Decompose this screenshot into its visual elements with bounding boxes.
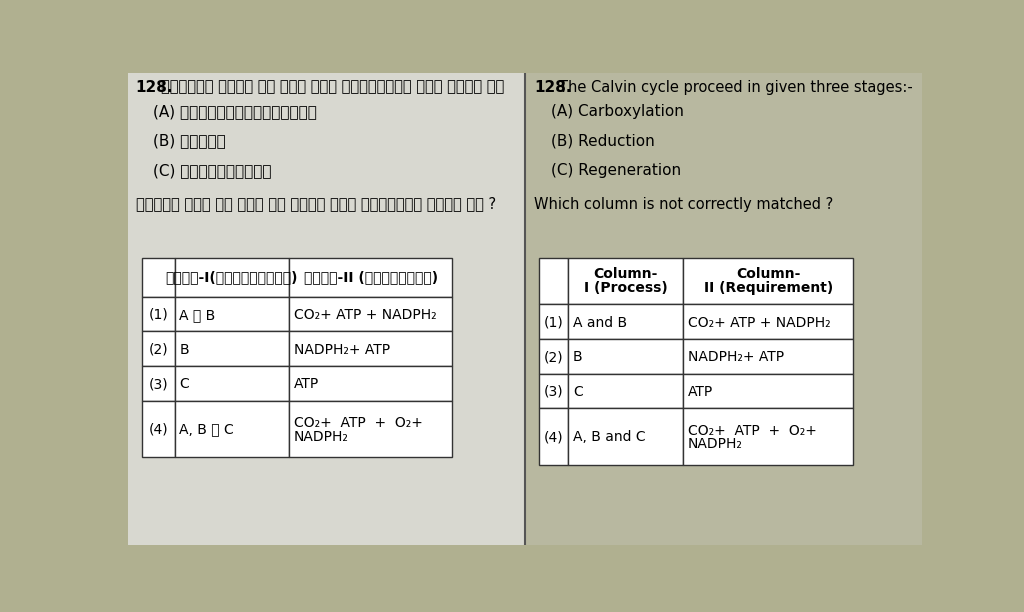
Text: (C) पुनरूद्भवन: (C) पुनरूद्भवन [153, 163, 271, 177]
Bar [524, 73, 922, 545]
Text: ATP: ATP [294, 377, 319, 391]
Bar [142, 331, 174, 366]
Text: C: C [572, 385, 583, 399]
Text: ATP: ATP [687, 385, 713, 399]
Bar [568, 258, 683, 304]
Bar [142, 297, 174, 331]
Text: (4): (4) [148, 423, 168, 436]
Text: (1): (1) [544, 316, 563, 330]
Bar [539, 258, 568, 304]
Text: Column-: Column- [593, 267, 657, 282]
Bar [683, 408, 853, 465]
Bar [539, 408, 568, 465]
Text: CO₂+  ATP  +  O₂+: CO₂+ ATP + O₂+ [294, 417, 423, 430]
Text: CO₂+ ATP + NADPH₂: CO₂+ ATP + NADPH₂ [294, 308, 436, 322]
Text: (3): (3) [148, 377, 168, 391]
Bar [568, 339, 683, 374]
Text: NADPH₂: NADPH₂ [687, 437, 742, 451]
Text: 128.: 128. [136, 80, 173, 95]
Text: II (Requirement): II (Requirement) [703, 282, 833, 296]
Text: कॉलम-I(प्रक्रिया): कॉलम-I(प्रक्रिया) [166, 271, 298, 285]
Text: I (Process): I (Process) [584, 282, 668, 296]
Text: (4): (4) [544, 430, 563, 444]
Bar [289, 297, 452, 331]
Text: 128.: 128. [535, 80, 571, 95]
Bar [289, 366, 452, 401]
Bar [142, 401, 174, 457]
Text: (B) Reduction: (B) Reduction [551, 133, 655, 149]
Text: The Calvin cycle proceed in given three stages:-: The Calvin cycle proceed in given three … [559, 80, 912, 95]
Text: (A) Carboxylation: (A) Carboxylation [551, 104, 684, 119]
Bar [539, 304, 568, 339]
Bar [539, 339, 568, 374]
Text: NADPH₂+ ATP: NADPH₂+ ATP [294, 343, 390, 357]
Bar [568, 408, 683, 465]
Text: B: B [572, 350, 583, 364]
Bar [683, 374, 853, 408]
Bar [539, 374, 568, 408]
Text: निम्न में से कौन सा कॉलम सही सुमेलित नहीं है ?: निम्न में से कौन सा कॉलम सही सुमेलित नही… [136, 196, 496, 212]
Text: काल्वन चक्र दी गयी तीन अवस्थाओं में होता है: काल्वन चक्र दी गयी तीन अवस्थाओं में होता… [161, 80, 504, 95]
Text: B: B [179, 343, 188, 357]
Text: कॉलम-II (आवश्यकता): कॉलम-II (आवश्यकता) [303, 271, 437, 285]
Bar [289, 258, 452, 297]
Text: (C) Regeneration: (C) Regeneration [551, 163, 681, 177]
Text: (B) अपचयन: (B) अपचयन [153, 133, 225, 149]
Text: (A) कार्बोक्सीलीकरण: (A) कार्बोक्सीलीकरण [153, 104, 316, 119]
Text: NADPH₂+ ATP: NADPH₂+ ATP [687, 350, 783, 364]
Text: A, B व C: A, B व C [179, 423, 233, 436]
Text: A व B: A व B [179, 308, 215, 322]
Bar [289, 401, 452, 457]
Text: Column-: Column- [736, 267, 801, 282]
Bar [174, 258, 289, 297]
Bar [174, 331, 289, 366]
Bar [174, 366, 289, 401]
Bar [683, 258, 853, 304]
Bar [568, 374, 683, 408]
Bar [128, 73, 524, 545]
Text: C: C [179, 377, 188, 391]
Bar [289, 331, 452, 366]
Bar [683, 304, 853, 339]
Bar [568, 304, 683, 339]
Bar [142, 258, 174, 297]
Bar [174, 297, 289, 331]
Bar [174, 401, 289, 457]
Bar [683, 339, 853, 374]
Text: (2): (2) [544, 350, 563, 364]
Text: A and B: A and B [572, 316, 627, 330]
Text: NADPH₂: NADPH₂ [294, 430, 349, 444]
Text: A, B and C: A, B and C [572, 430, 645, 444]
Text: Which column is not correctly matched ?: Which column is not correctly matched ? [535, 196, 834, 212]
Text: (1): (1) [148, 308, 168, 322]
Bar [142, 366, 174, 401]
Text: CO₂+ ATP + NADPH₂: CO₂+ ATP + NADPH₂ [687, 316, 830, 330]
Text: (2): (2) [148, 343, 168, 357]
Text: CO₂+  ATP  +  O₂+: CO₂+ ATP + O₂+ [687, 424, 816, 438]
Text: (3): (3) [544, 385, 563, 399]
